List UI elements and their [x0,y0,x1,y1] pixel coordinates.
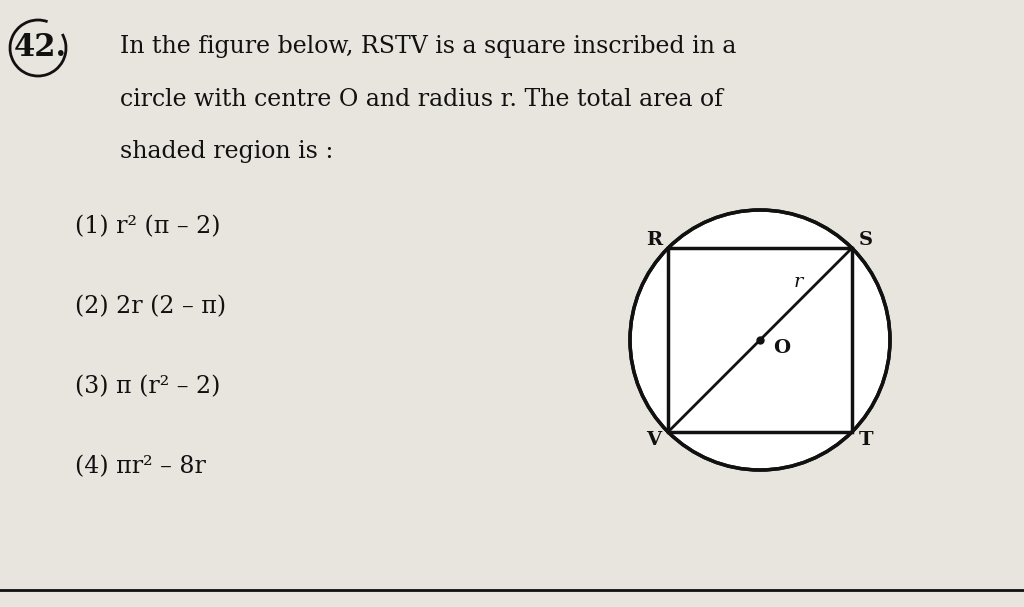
Text: V: V [646,431,662,449]
Text: O: O [773,339,791,357]
Polygon shape [668,248,852,432]
Text: (4) πr² – 8r: (4) πr² – 8r [75,455,206,478]
Text: r: r [794,273,803,291]
Text: T: T [858,431,873,449]
Text: (3) π (r² – 2): (3) π (r² – 2) [75,375,220,398]
Text: (1) r² (π – 2): (1) r² (π – 2) [75,215,220,238]
Text: circle with centre O and radius r. The total area of: circle with centre O and radius r. The t… [120,88,723,111]
Text: In the figure below, RSTV is a square inscribed in a: In the figure below, RSTV is a square in… [120,35,736,58]
Circle shape [630,210,890,470]
Text: (2) 2r (2 – π): (2) 2r (2 – π) [75,295,226,318]
Text: R: R [646,231,663,249]
Text: shaded region is :: shaded region is : [120,140,334,163]
Text: 42.: 42. [13,33,67,64]
Text: S: S [859,231,872,249]
